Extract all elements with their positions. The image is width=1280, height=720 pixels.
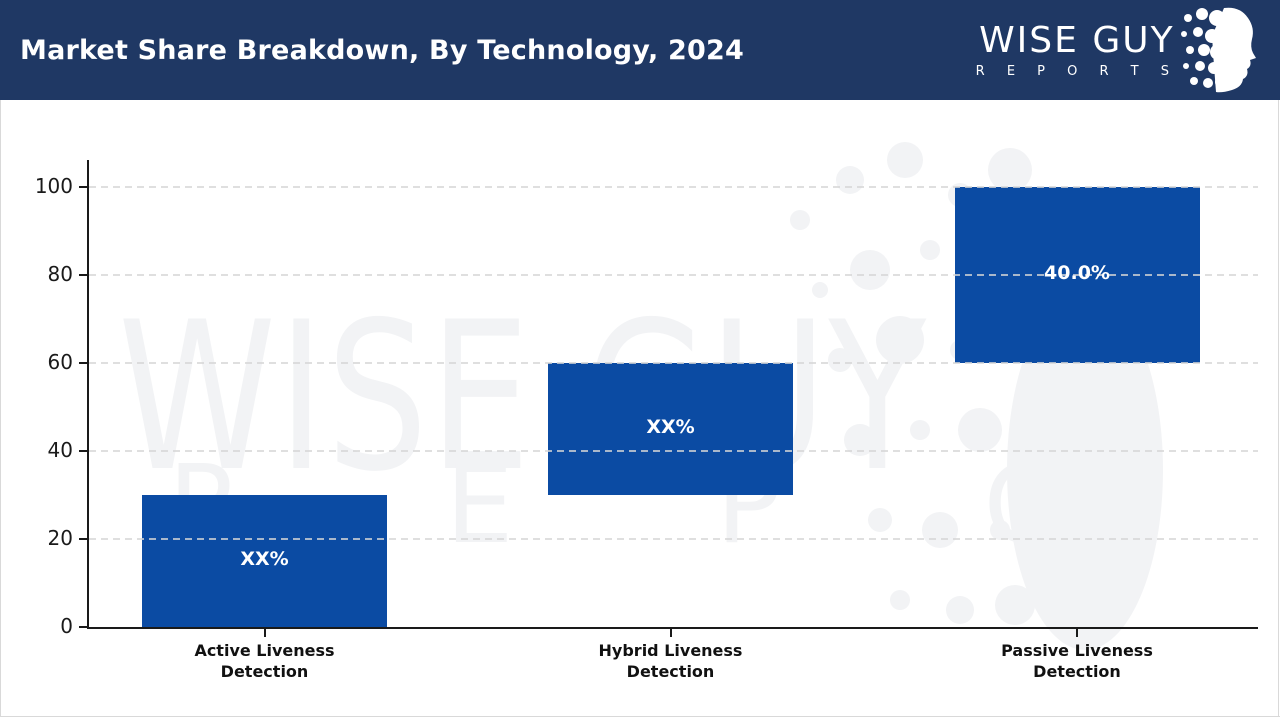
wise-guy-logo: WISE GUY R E P O R T S — [976, 6, 1258, 94]
x-axis-spine — [87, 627, 1258, 629]
y-tick-label: 40 — [47, 438, 73, 462]
bar — [142, 495, 387, 627]
y-tick-mark — [79, 274, 87, 276]
bar-value-label: 40.0% — [1044, 262, 1110, 284]
logo-face-icon — [1181, 7, 1256, 93]
figure-border-left — [0, 100, 1, 717]
y-tick-mark — [79, 362, 87, 364]
y-tick-label: 20 — [47, 526, 73, 550]
logo-wordmark: WISE GUY — [979, 19, 1175, 61]
y-tick-label: 0 — [60, 614, 73, 638]
x-category-label: Passive Liveness Detection — [1001, 641, 1153, 681]
x-tick-mark — [669, 629, 672, 637]
chart-canvas: WISE GUY R E P O R T S 020406080100XX%Ac… — [0, 100, 1280, 720]
plot-area: 0 20 40 60 80 100 XX% Active Liveness Detection… — [0, 100, 1280, 720]
gridline — [89, 362, 1258, 364]
x-tick-mark — [263, 629, 266, 637]
y-tick-mark — [79, 538, 87, 540]
y-tick-label: 60 — [47, 350, 73, 374]
x-tick-mark — [1076, 629, 1078, 637]
gridline — [89, 538, 1258, 540]
y-tick-mark — [79, 186, 87, 188]
y-tick-label: 80 — [47, 262, 73, 286]
page-title: Market Share Breakdown, By Technology, 2… — [20, 34, 745, 66]
figure-border-right — [1278, 100, 1279, 717]
y-tick-mark — [79, 626, 87, 628]
gridline — [89, 186, 1258, 188]
x-category-label: Active Liveness Detection — [194, 641, 335, 681]
y-axis-spine — [87, 160, 89, 629]
logo-subtext: R E P O R T S — [975, 63, 1178, 79]
bar — [548, 363, 793, 495]
header-bar: Market Share Breakdown, By Technology, 2… — [0, 0, 1280, 100]
y-tick-mark — [79, 450, 87, 452]
gridline — [89, 450, 1258, 452]
figure-border-bottom — [0, 716, 1280, 717]
gridline — [89, 274, 1258, 276]
x-category-label: Hybrid Liveness Detection — [598, 641, 743, 681]
bar-value-label: XX% — [240, 548, 289, 570]
y-tick-label: 100 — [34, 174, 73, 198]
bar-value-label: XX% — [646, 416, 695, 438]
logo-text: WISE GUY R E P O R T S — [975, 19, 1178, 79]
